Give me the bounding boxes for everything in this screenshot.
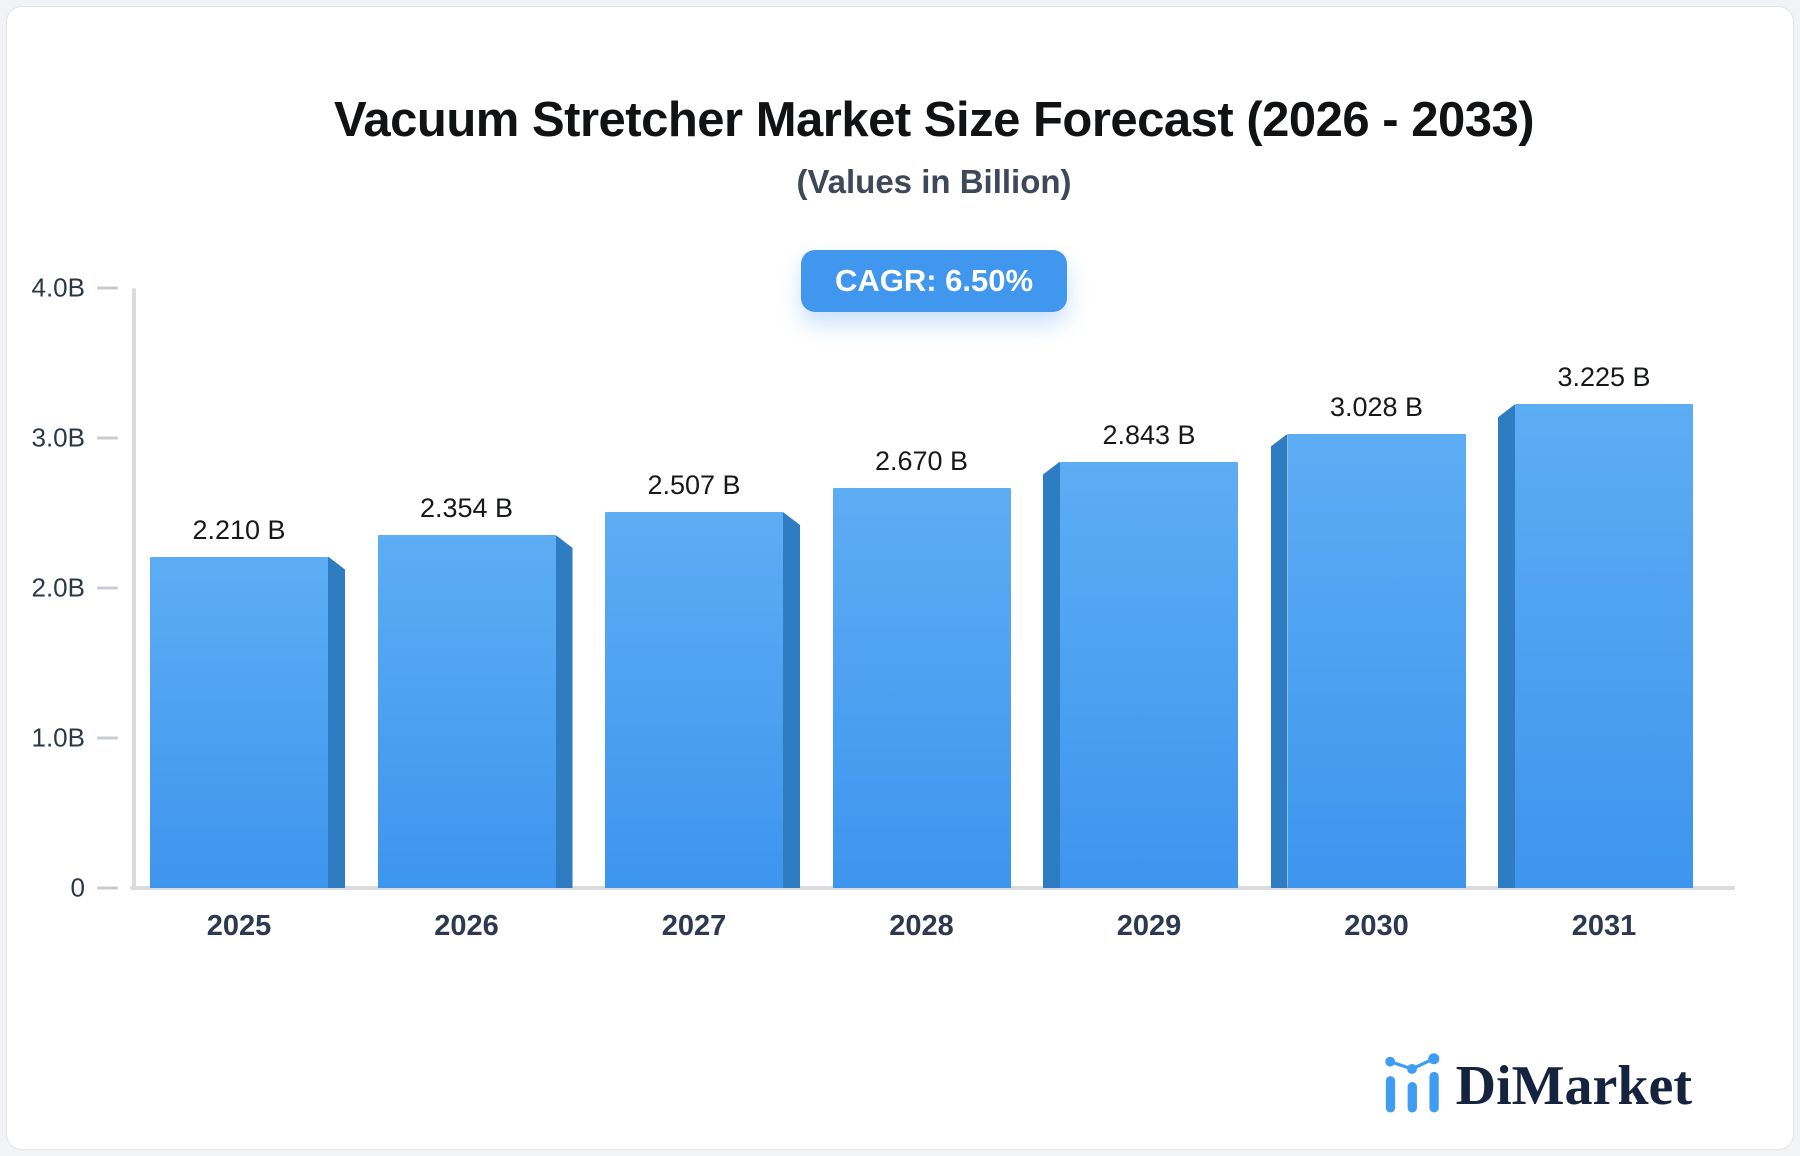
bar-side-face (1498, 404, 1515, 888)
bar-value-label: 2.507 B (647, 469, 741, 500)
brand-logo: DiMarket (1381, 1050, 1692, 1114)
x-axis-category-label: 2031 (1571, 910, 1637, 942)
bar-value-label: 3.028 B (1329, 391, 1424, 422)
y-tick: 4.0B (0, 273, 118, 304)
y-tick-dash (97, 586, 118, 590)
bar-side-face (1270, 433, 1288, 888)
bar-2031 (1515, 404, 1693, 888)
bar-side-face (1043, 461, 1060, 888)
bar-value-label: 2.843 B (1102, 419, 1196, 450)
y-tick-dash (97, 436, 118, 440)
y-axis-line (132, 288, 136, 889)
chart-title: Vacuum Stretcher Market Size Forecast (2… (333, 93, 1535, 147)
y-tick: 3.0B (0, 423, 118, 454)
x-axis-category-label: 2027 (661, 910, 727, 942)
brand-logo-text: DiMarket (1455, 1055, 1692, 1117)
y-tick-dash (97, 886, 118, 890)
bar-value-label: 3.225 B (1557, 362, 1651, 393)
cagr-badge-wrap: CAGR: 6.50% (134, 250, 1734, 312)
bar-2029 (1060, 461, 1238, 888)
y-tick-label: 3.0B (31, 422, 86, 453)
x-axis-baseline (130, 886, 1735, 890)
y-tick-label: 2.0B (31, 572, 86, 603)
bar-2027 (605, 511, 783, 888)
bar-side-face (555, 534, 573, 888)
cagr-badge: CAGR: 6.50% (800, 250, 1068, 312)
y-tick-dash (97, 286, 118, 290)
x-axis-category-label: 2029 (1116, 910, 1182, 942)
y-tick-dash (97, 736, 118, 740)
y-tick-label: 1.0B (31, 722, 86, 753)
bar-2030 (1287, 433, 1466, 888)
bar-side-face (783, 511, 800, 888)
x-axis-category-label: 2025 (206, 910, 272, 942)
bar-side-face (328, 556, 345, 888)
y-tick-label: 4.0B (31, 272, 86, 303)
bar-value-label: 2.210 B (192, 514, 286, 545)
bar-2028 (832, 487, 1011, 888)
bar-value-label: 2.670 B (874, 445, 969, 476)
x-axis-category-label: 2030 (1344, 910, 1409, 942)
y-tick: 0 (0, 873, 118, 904)
bar-line-chart-icon (1381, 1050, 1443, 1114)
chart-subtitle: (Values in Billion) (796, 163, 1072, 200)
x-axis-category-label: 2026 (434, 910, 499, 942)
x-axis-category-label: 2028 (889, 910, 954, 942)
bar-2026 (377, 534, 556, 888)
y-tick: 2.0B (0, 573, 118, 604)
bar-value-label: 2.354 B (419, 492, 514, 523)
y-tick-label: 0 (70, 872, 85, 903)
y-tick: 1.0B (0, 723, 118, 754)
bar-2025 (150, 556, 328, 888)
